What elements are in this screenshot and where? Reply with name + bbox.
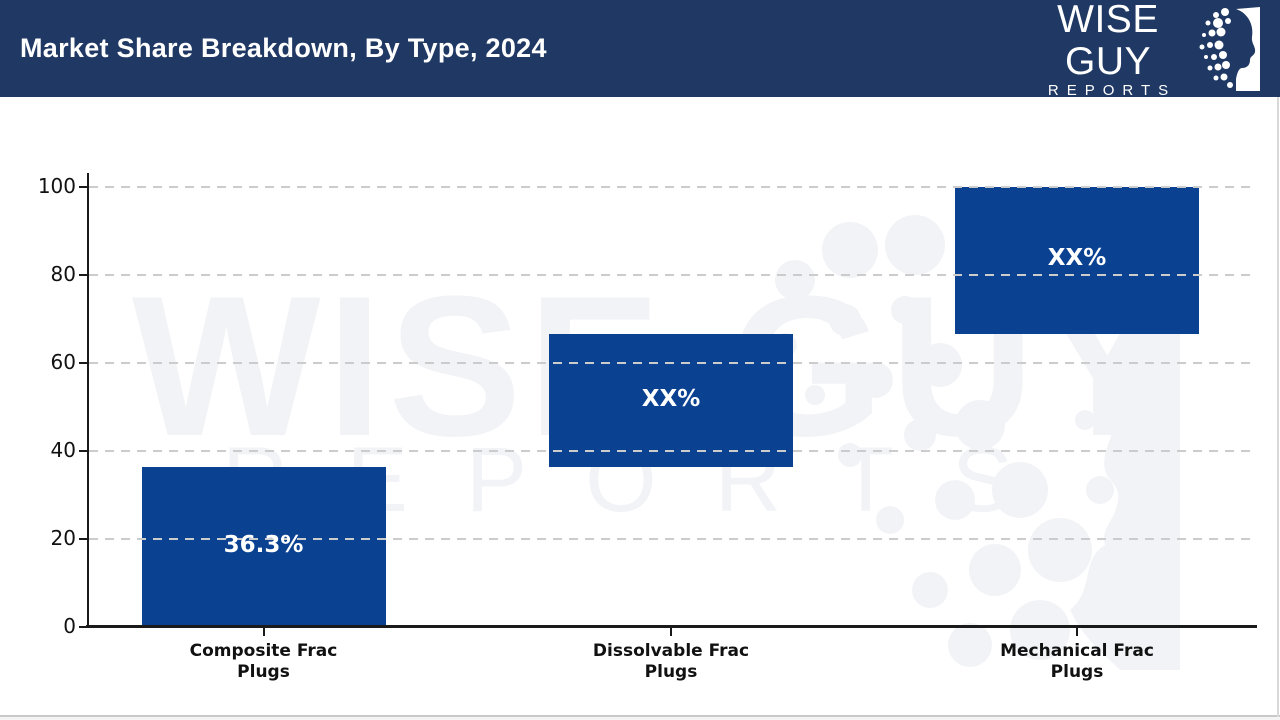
bar-value-label-1: 36.3%: [223, 532, 304, 559]
bar-2: [549, 333, 793, 468]
logo-wiseguy-text: WISE GUY: [1057, 0, 1159, 83]
page-title: Market Share Breakdown, By Type, 2024: [20, 33, 547, 63]
y-tick-0: [79, 626, 87, 628]
bar-3: [955, 187, 1199, 334]
gridline-60: [89, 362, 1257, 364]
y-tick-label-100: 100: [37, 174, 76, 198]
bottom-border-line: [0, 715, 1280, 717]
x-category-label-3: Mechanical Frac Plugs: [1000, 641, 1154, 682]
bar-1: [141, 467, 386, 627]
logo-reports-text: REPORTS: [1047, 82, 1177, 99]
y-tick-label-80: 80: [50, 262, 76, 286]
x-tick-3: [1076, 628, 1078, 636]
gridline-80: [89, 274, 1257, 276]
gridline-100: [89, 186, 1257, 188]
y-tick-label-0: 0: [63, 614, 76, 638]
y-tick-label-40: 40: [50, 438, 76, 462]
y-tick-80: [79, 274, 87, 276]
bar-value-label-2: XX%: [641, 385, 701, 412]
right-border-line: [1277, 97, 1279, 717]
x-tick-1: [262, 628, 265, 636]
bottom-border-strip: [0, 717, 1280, 720]
y-axis-line: [87, 173, 89, 627]
y-tick-20: [79, 538, 87, 540]
brand-logo-text: WISE GUY REPORTS: [1020, 0, 1196, 99]
header-bar: Market Share Breakdown, By Type, 2024 WI…: [0, 0, 1280, 99]
y-tick-60: [79, 362, 87, 364]
y-tick-label-60: 60: [50, 350, 76, 374]
y-tick-label-20: 20: [50, 526, 76, 550]
brand-logo: WISE GUY REPORTS: [1020, 0, 1268, 99]
y-tick-100: [79, 186, 87, 188]
x-category-label-1: Composite Frac Plugs: [189, 641, 338, 682]
gridline-20: [89, 538, 1257, 540]
y-tick-40: [79, 450, 87, 452]
bar-value-label-3: XX%: [1047, 245, 1107, 272]
dotted-head-profile-icon: [1199, 7, 1260, 91]
gridline-40: [89, 450, 1257, 452]
x-axis-line: [86, 625, 1257, 628]
x-tick-2: [670, 628, 672, 636]
x-category-label-2: Dissolvable Frac Plugs: [592, 641, 750, 682]
